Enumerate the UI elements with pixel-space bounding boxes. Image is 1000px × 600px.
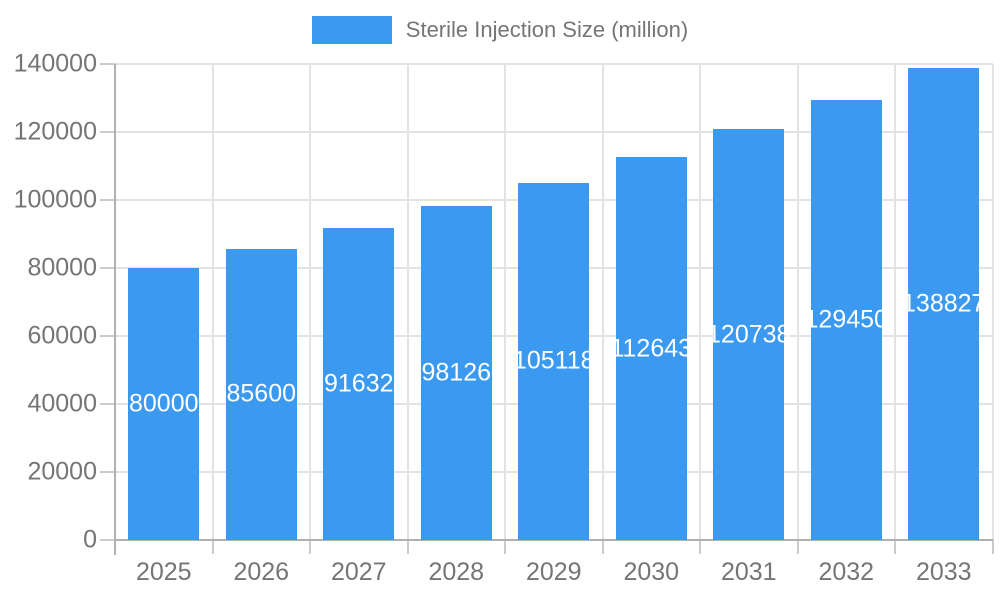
legend-label: Sterile Injection Size (million) <box>405 17 689 42</box>
y-axis-tick-label: 100000 <box>13 185 97 214</box>
y-tick-mark <box>100 63 115 65</box>
y-axis-tick-label: 60000 <box>27 321 97 350</box>
x-gridline <box>211 64 214 540</box>
x-tick-mark <box>211 540 214 554</box>
x-tick-mark <box>796 540 799 554</box>
x-axis-tick-label: 2033 <box>915 558 972 586</box>
x-gridline <box>406 64 409 540</box>
y-tick-mark <box>100 131 115 133</box>
x-axis-tick-label: 2032 <box>818 558 875 586</box>
x-axis-tick-label: 2031 <box>720 558 777 586</box>
bar[interactable] <box>323 228 395 540</box>
x-axis-tick-label: 2027 <box>330 558 387 586</box>
bar[interactable] <box>810 99 882 540</box>
legend[interactable]: Sterile Injection Size (million) <box>0 16 1000 44</box>
bar[interactable] <box>225 248 297 540</box>
bar[interactable] <box>713 129 785 540</box>
x-axis-tick-label: 2028 <box>428 558 485 586</box>
y-gridline <box>115 131 993 133</box>
x-tick-mark <box>699 540 701 554</box>
y-axis-tick-label: 140000 <box>13 49 97 78</box>
bar[interactable] <box>615 157 687 540</box>
x-tick-mark <box>894 540 896 554</box>
y-axis-tick-label: 0 <box>83 525 97 554</box>
x-axis-tick-label: 2030 <box>623 558 680 586</box>
x-gridline <box>309 64 311 540</box>
y-axis-tick-label: 40000 <box>27 389 97 418</box>
bar-value-label: 85600 <box>226 379 297 408</box>
x-tick-mark <box>309 540 311 554</box>
x-gridline <box>894 64 896 540</box>
bar-value-label: 91632 <box>323 369 394 398</box>
bar[interactable] <box>908 67 980 540</box>
x-gridline <box>796 64 799 540</box>
x-axis-tick-label: 2025 <box>135 558 192 586</box>
x-axis-tick-label: 2026 <box>233 558 290 586</box>
x-axis-tick-label: 2029 <box>525 558 582 586</box>
y-tick-mark <box>100 471 115 473</box>
y-tick-mark <box>100 335 115 337</box>
y-tick-mark <box>100 199 115 201</box>
y-tick-mark <box>100 403 115 405</box>
x-gridline <box>601 64 604 540</box>
bar-value-label: 98126 <box>421 358 492 387</box>
bar-value-label: 80000 <box>128 389 199 418</box>
bar-value-label: 138827 <box>902 289 986 318</box>
bar-value-label: 120738 <box>707 320 791 349</box>
x-axis-line <box>114 539 993 541</box>
bar-value-label: 112643 <box>610 334 693 362</box>
y-axis-line <box>114 64 116 555</box>
bar-value-label: 129450 <box>804 305 888 334</box>
x-tick-mark <box>601 540 604 554</box>
x-tick-mark <box>504 540 506 554</box>
x-gridline <box>504 64 506 540</box>
y-gridline <box>115 63 993 65</box>
y-tick-mark <box>100 267 115 269</box>
x-gridline <box>991 64 994 540</box>
bar[interactable] <box>128 268 200 540</box>
bar[interactable] <box>420 206 492 540</box>
bar[interactable] <box>518 182 590 540</box>
legend-swatch <box>311 16 392 44</box>
bar-value-label: 105118 <box>512 346 595 375</box>
y-tick-mark <box>100 539 115 541</box>
x-tick-mark <box>406 540 409 554</box>
x-tick-mark <box>991 540 994 554</box>
y-axis-tick-label: 20000 <box>27 457 97 486</box>
y-axis-tick-label: 120000 <box>13 117 97 146</box>
x-gridline <box>699 64 701 540</box>
y-axis-tick-label: 80000 <box>27 253 97 282</box>
